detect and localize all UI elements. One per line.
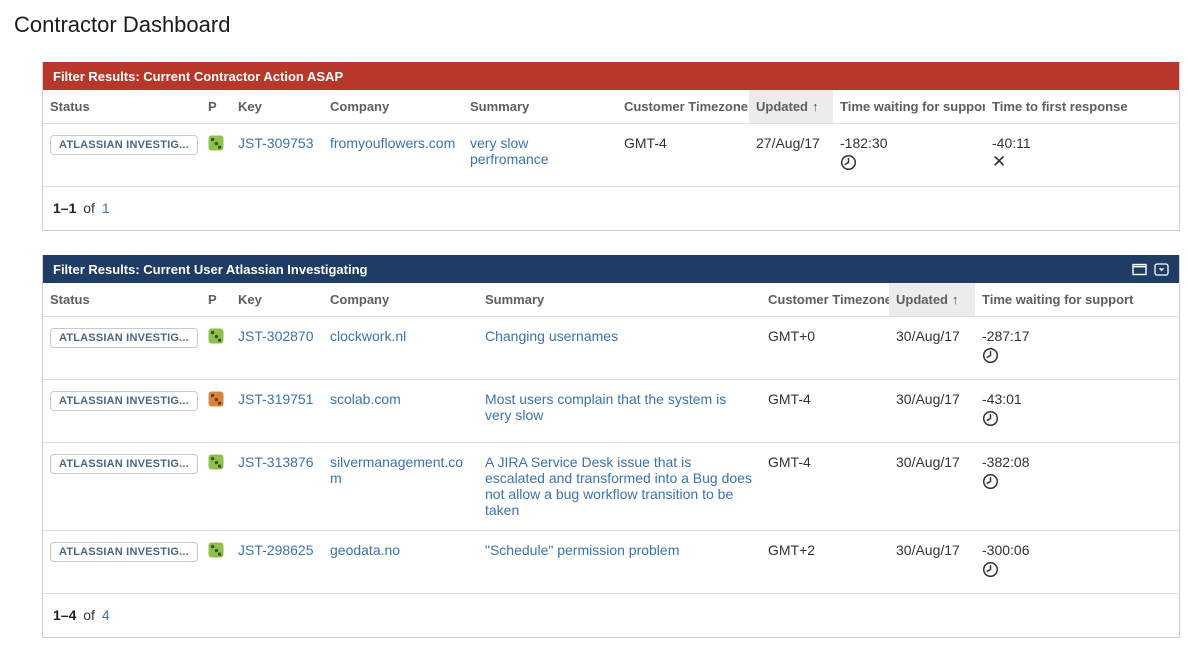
column-header-company[interactable]: Company — [323, 90, 463, 124]
updated-date-value: 30/Aug/17 — [896, 328, 960, 344]
gadget1-pagination: 1–1 of 1 — [43, 187, 1179, 230]
column-header-status[interactable]: Status — [43, 283, 201, 317]
time-first-response-value: -40:11 — [992, 135, 1031, 151]
issue-key-link[interactable]: JST-313876 — [238, 454, 314, 470]
issue-summary-link[interactable]: A JIRA Service Desk issue that is escala… — [485, 454, 752, 518]
issue-key-link[interactable]: JST-302870 — [238, 328, 314, 344]
customer-timezone-value: GMT-4 — [768, 454, 811, 470]
column-header-customer-timezone[interactable]: Customer Timezone — [761, 283, 889, 317]
company-link[interactable]: fromyouflowers.com — [330, 135, 456, 151]
pagination-of-label: of — [83, 607, 95, 623]
pagination-total-link[interactable]: 1 — [101, 200, 110, 216]
clock-icon — [982, 410, 1172, 430]
priority-icon — [208, 135, 224, 151]
pagination-range: 1–4 — [53, 607, 77, 623]
table-row: ATLASSIAN INVESTIG... JST-319751 scolab.… — [43, 379, 1179, 443]
priority-icon — [208, 391, 224, 407]
time-waiting-value: -43:01 — [982, 391, 1022, 407]
gadget1-header[interactable]: Filter Results: Current Contractor Actio… — [43, 62, 1179, 90]
column-header-priority[interactable]: P — [201, 90, 231, 124]
column-header-time-waiting[interactable]: Time waiting for support — [833, 90, 985, 124]
company-link[interactable]: geodata.no — [330, 542, 401, 558]
column-header-updated-sorted[interactable]: Updated ↑ — [749, 90, 833, 124]
gadget1-title: Filter Results: Current Contractor Actio… — [53, 68, 344, 84]
time-waiting-value: -300:06 — [982, 542, 1030, 558]
column-header-status[interactable]: Status — [43, 90, 201, 124]
column-header-summary[interactable]: Summary — [478, 283, 761, 317]
table-row: ATLASSIAN INVESTIG... JST-298625 geodata… — [43, 530, 1179, 594]
updated-date-value: 27/Aug/17 — [756, 135, 820, 151]
company-link[interactable]: clockwork.nl — [330, 328, 407, 344]
gadget1-issue-table: Status P Key Company Summary Customer Ti… — [43, 90, 1179, 187]
customer-timezone-value: GMT+2 — [768, 542, 816, 558]
issue-summary-link[interactable]: very slow perfromance — [470, 135, 549, 167]
clock-icon — [982, 473, 1172, 493]
issue-summary-link[interactable]: Changing usernames — [485, 328, 619, 344]
clock-icon — [982, 561, 1172, 581]
issue-key-link[interactable]: JST-298625 — [238, 542, 314, 558]
clock-icon — [840, 154, 978, 174]
table-row: ATLASSIAN INVESTIG... JST-313876 silverm… — [43, 442, 1179, 531]
customer-timezone-value: GMT-4 — [768, 391, 811, 407]
company-link[interactable]: silvermanagement.com — [330, 454, 464, 486]
column-header-updated-sorted[interactable]: Updated ↑ — [889, 283, 975, 317]
table-row: ATLASSIAN INVESTIG... JST-309753 fromyou… — [43, 123, 1179, 187]
issue-summary-link[interactable]: Most users complain that the system is v… — [485, 391, 727, 423]
column-header-summary[interactable]: Summary — [463, 90, 617, 124]
column-header-key[interactable]: Key — [231, 283, 323, 317]
x-icon: ✕ — [992, 152, 1007, 171]
column-header-time-waiting[interactable]: Time waiting for support — [975, 283, 1179, 317]
pagination-total-link[interactable]: 4 — [101, 607, 110, 623]
company-link[interactable]: scolab.com — [330, 391, 401, 407]
priority-icon — [208, 454, 224, 470]
column-header-key[interactable]: Key — [231, 90, 323, 124]
maximize-gadget-icon[interactable] — [1132, 263, 1147, 276]
status-badge: ATLASSIAN INVESTIG... — [50, 328, 198, 348]
status-badge: ATLASSIAN INVESTIG... — [50, 454, 198, 474]
updated-date-value: 30/Aug/17 — [896, 542, 960, 558]
sort-ascending-icon: ↑ — [952, 292, 959, 307]
status-badge: ATLASSIAN INVESTIG... — [50, 135, 198, 155]
time-waiting-value: -182:30 — [840, 135, 888, 151]
status-badge: ATLASSIAN INVESTIG... — [50, 391, 198, 411]
gadget-atlassian-investigating: Filter Results: Current User Atlassian I… — [42, 255, 1180, 638]
updated-date-value: 30/Aug/17 — [896, 454, 960, 470]
sort-ascending-icon: ↑ — [812, 99, 819, 114]
customer-timezone-value: GMT-4 — [624, 135, 667, 151]
gadget2-header-row: Status P Key Company Summary Customer Ti… — [43, 283, 1179, 317]
gadget2-title: Filter Results: Current User Atlassian I… — [53, 261, 368, 277]
status-badge: ATLASSIAN INVESTIG... — [50, 542, 198, 562]
updated-date-value: 30/Aug/17 — [896, 391, 960, 407]
column-header-company[interactable]: Company — [323, 283, 478, 317]
issue-key-link[interactable]: JST-319751 — [238, 391, 314, 407]
column-header-customer-timezone[interactable]: Customer Timezone — [617, 90, 749, 124]
pagination-range: 1–1 — [53, 200, 77, 216]
gadget-contractor-action-asap: Filter Results: Current Contractor Actio… — [42, 62, 1180, 231]
gadget2-issue-table: Status P Key Company Summary Customer Ti… — [43, 283, 1179, 594]
page-title: Contractor Dashboard — [14, 12, 231, 37]
column-header-priority[interactable]: P — [201, 283, 231, 317]
time-waiting-value: -287:17 — [982, 328, 1030, 344]
pagination-of-label: of — [83, 200, 95, 216]
gadget1-header-row: Status P Key Company Summary Customer Ti… — [43, 90, 1179, 124]
column-header-time-first-response[interactable]: Time to first response — [985, 90, 1179, 124]
time-waiting-value: -382:08 — [982, 454, 1030, 470]
gadget2-pagination: 1–4 of 4 — [43, 594, 1179, 637]
gadget-menu-dropdown-icon[interactable] — [1154, 262, 1169, 276]
clock-icon — [982, 347, 1172, 367]
gadget2-header[interactable]: Filter Results: Current User Atlassian I… — [43, 255, 1179, 283]
priority-icon — [208, 328, 224, 344]
customer-timezone-value: GMT+0 — [768, 328, 816, 344]
issue-summary-link[interactable]: "Schedule" permission problem — [485, 542, 680, 558]
issue-key-link[interactable]: JST-309753 — [238, 135, 314, 151]
table-row: ATLASSIAN INVESTIG... JST-302870 clockwo… — [43, 316, 1179, 380]
priority-icon — [208, 542, 224, 558]
